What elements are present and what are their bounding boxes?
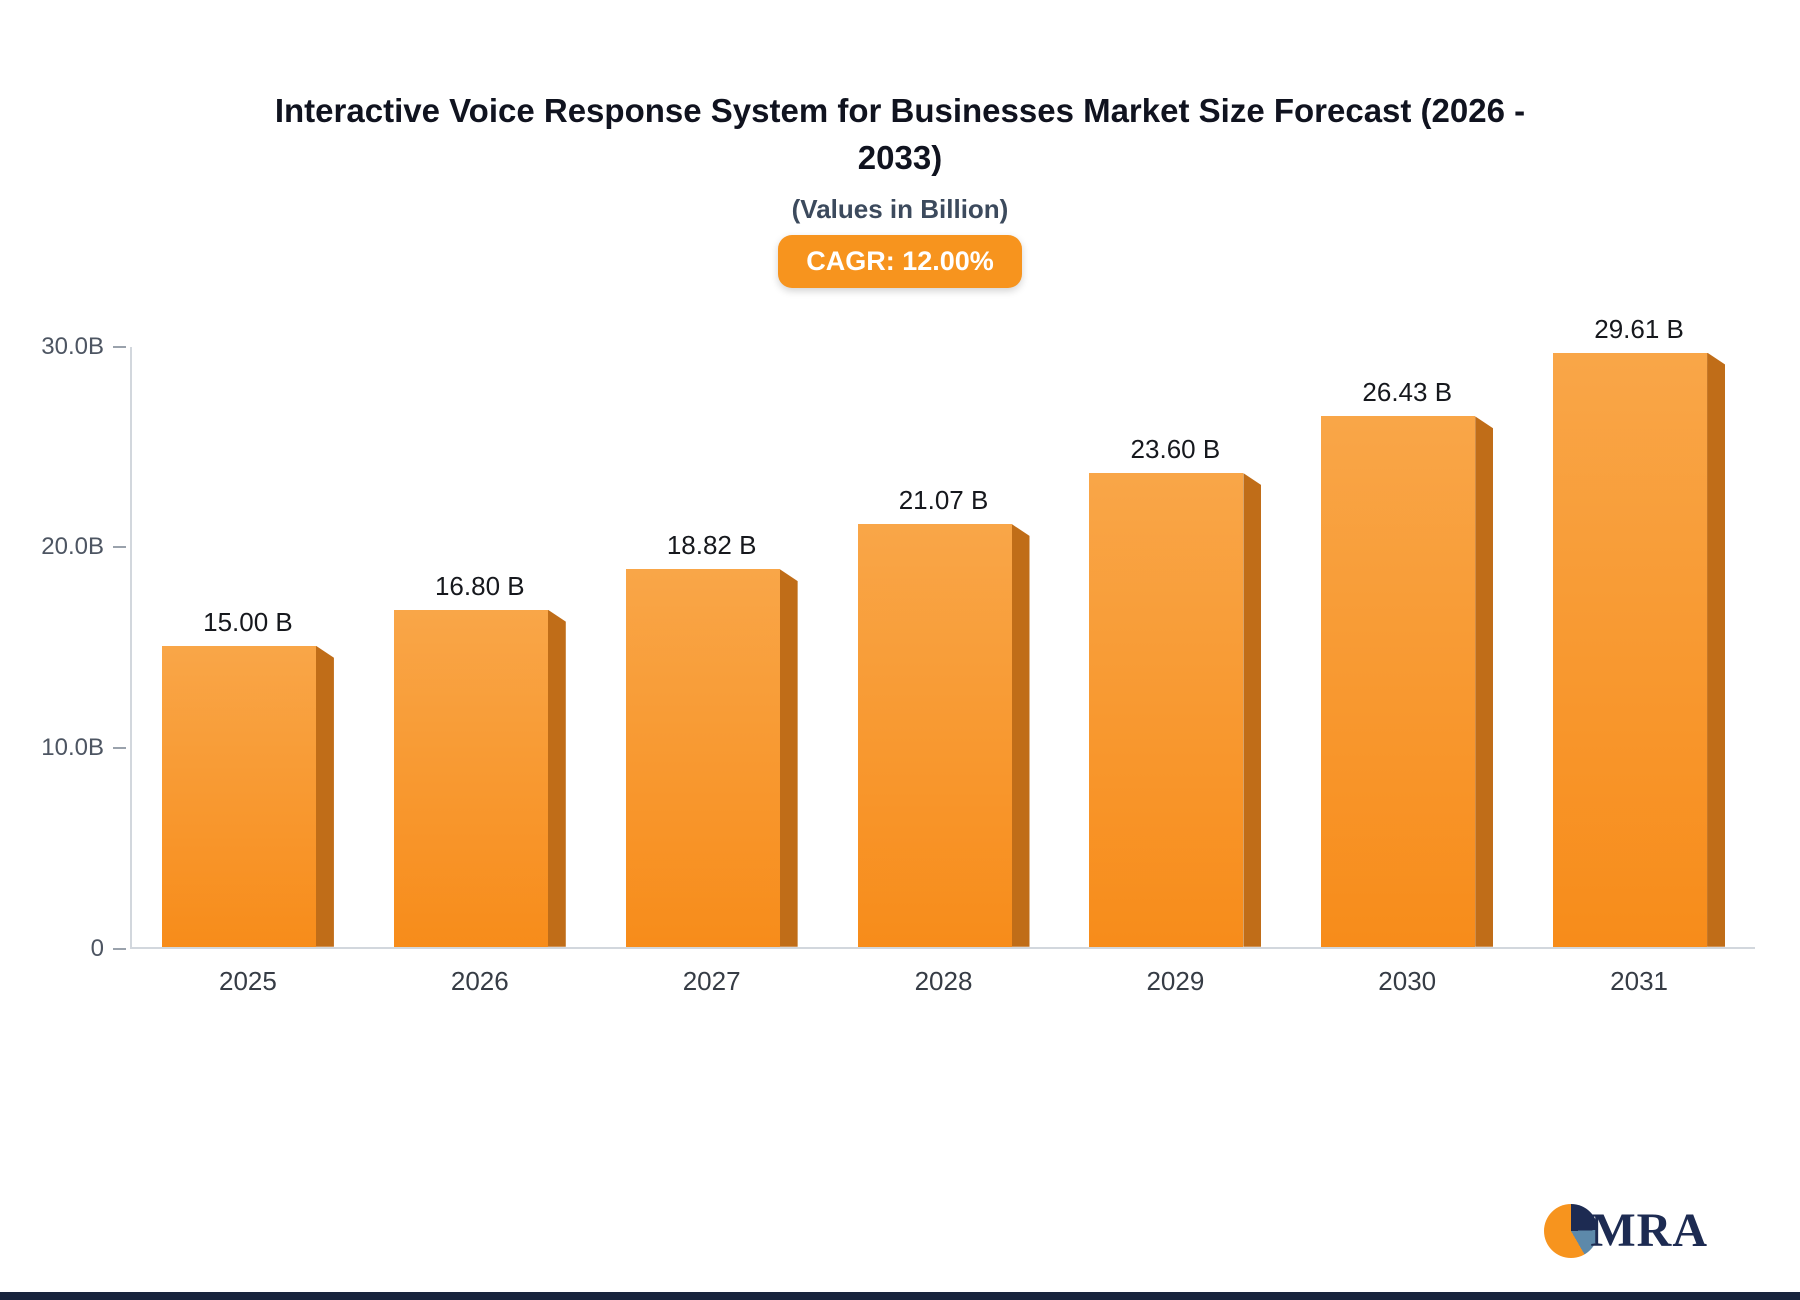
y-tick-mark [113,747,126,750]
bar-2027[interactable] [625,569,798,947]
x-axis-line [130,946,1755,949]
bars-container: 15.00 B 16.80 B 18.82 B 21.07 B 23.60 B 26.43… [132,304,1755,947]
bar-side-face [547,609,566,947]
bar-side-face [1011,523,1030,947]
bar-front-face [857,523,1012,947]
bar-2025[interactable] [161,645,334,947]
x-label-2029: 2029 [1146,965,1205,996]
chart-page: Interactive Voice Response System for Bu… [0,88,1800,1300]
x-label-2025: 2025 [219,965,277,996]
y-tick-20.0B: 20.0B [40,533,126,561]
x-label-2026: 2026 [450,965,509,996]
brand-logo: MRA [1544,1203,1708,1258]
bar-front-face [393,609,548,947]
y-tick-10.0B: 10.0B [40,734,126,762]
brand-logo-text: MRA [1590,1204,1708,1257]
cagr-badge: CAGR: 12.00% [778,234,1022,288]
bar-value-label: 15.00 B [203,606,293,637]
y-tick-label: 0 [90,934,104,962]
x-label-2031: 2031 [1610,965,1668,996]
cagr-badge-row: CAGR: 12.00% [0,234,1800,288]
y-tick-label: 30.0B [41,332,104,360]
bar-group-2029: 23.60 B [1059,304,1291,947]
bar-side-face [1243,473,1262,947]
chart-subtitle: (Values in Billion) [791,193,1009,224]
y-tick-mark [113,947,126,950]
footer-bar [0,1292,1800,1300]
bar-side-face [779,569,798,947]
bar-group-2027: 18.82 B [596,304,828,947]
x-axis-labels: 2025 2026 2027 2028 2029 2030 2031 [132,966,1755,997]
x-label-2027: 2027 [682,965,741,996]
y-tick-label: 20.0B [41,533,104,561]
bar-side-face [1475,416,1494,947]
bar-front-face [1321,416,1476,947]
bar-group-2026: 16.80 B [364,304,596,947]
bar-chart: 15.00 B 16.80 B 18.82 B 21.07 B 23.60 B 26.43… [40,304,1760,1019]
bar-front-face [625,569,780,947]
bar-2028[interactable] [857,523,1030,947]
plot-area: 15.00 B 16.80 B 18.82 B 21.07 B 23.60 B 26.43… [41,304,1755,962]
bar-value-label: 23.60 B [1130,434,1221,465]
y-tick-label: 10.0B [41,734,104,762]
y-tick-30.0B: 30.0B [40,333,126,361]
bar-front-face [1553,352,1708,947]
bar-group-2030: 26.43 B [1291,304,1523,947]
bar-value-label: 29.61 B [1594,313,1684,344]
x-label-2030: 2030 [1378,965,1437,996]
y-axis-line [130,346,132,949]
bar-value-label: 16.80 B [434,570,525,601]
y-tick-mark [113,546,126,549]
bar-group-2031: 29.61 B [1523,304,1755,947]
bar-front-face [1089,473,1244,947]
bar-value-label: 26.43 B [1362,377,1453,408]
y-tick-0: 0 [40,935,126,963]
bar-2030[interactable] [1321,416,1494,947]
bar-front-face [161,645,316,947]
y-tick-mark [113,345,126,348]
bar-2031[interactable] [1553,352,1726,947]
bar-side-face [1707,352,1726,947]
x-label-2028: 2028 [914,965,973,996]
bar-group-2025: 15.00 B [132,304,364,947]
bar-value-label: 21.07 B [898,484,989,515]
bar-value-label: 18.82 B [666,530,757,561]
bar-side-face [315,645,334,947]
bar-2026[interactable] [393,609,566,947]
bar-2029[interactable] [1089,473,1262,947]
bar-group-2028: 21.07 B [828,304,1060,947]
chart-title: Interactive Voice Response System for Bu… [274,92,1526,176]
